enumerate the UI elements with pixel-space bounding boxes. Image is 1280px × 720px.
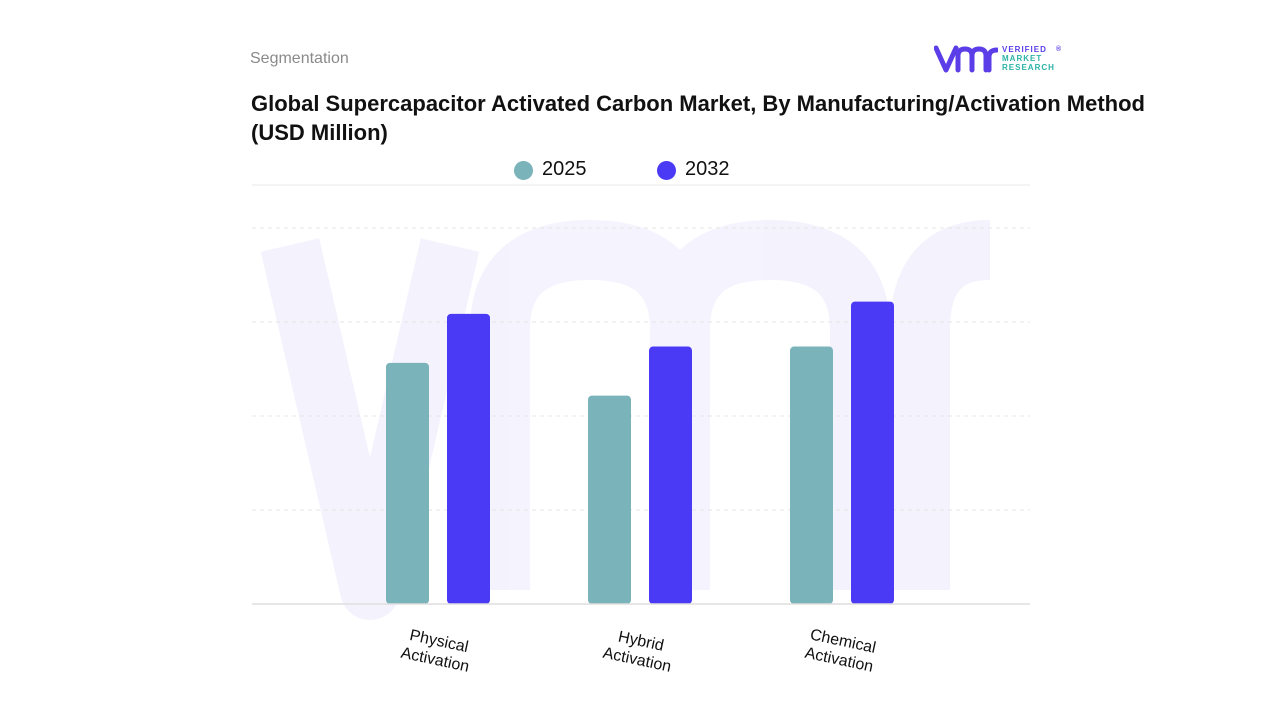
logo-line-research: RESEARCH [1002, 63, 1055, 72]
legend-dot-2032 [657, 161, 676, 180]
x-tick-labels: PhysicalActivation HybridActivation Chemic… [399, 626, 878, 676]
bars [386, 301, 894, 604]
section-label: Segmentation [250, 50, 349, 67]
vmr-watermark [260, 219, 992, 620]
legend-label-2032: 2032 [685, 158, 730, 180]
bar-2025-physical-activation[interactable] [386, 362, 429, 604]
bar-2032-hybrid-activation[interactable] [649, 346, 692, 604]
x-tick-label: ChemicalActivation [803, 626, 878, 676]
logo-registered-mark: ® [1056, 46, 1063, 53]
vmr-logo: VERIFIED ® MARKET RESEARCH [933, 42, 1064, 76]
bar-2025-hybrid-activation[interactable] [588, 395, 631, 604]
bar-2032-chemical-activation[interactable] [851, 301, 894, 604]
bar-2025-chemical-activation[interactable] [790, 346, 833, 604]
chart-title: Global Supercapacitor Activated Carbon M… [251, 91, 1145, 145]
grid-lines [252, 227, 1030, 511]
legend-label-2025: 2025 [542, 158, 587, 180]
vmr-logo-icon [933, 45, 1000, 73]
logo-line-verified: VERIFIED [1002, 45, 1047, 54]
logo-line-market: MARKET [1002, 54, 1043, 63]
x-tick-label: HybridActivation [601, 626, 676, 676]
x-tick-label: PhysicalActivation [399, 626, 474, 676]
legend-dot-2025 [514, 161, 533, 180]
bar-2032-physical-activation[interactable] [447, 313, 490, 604]
